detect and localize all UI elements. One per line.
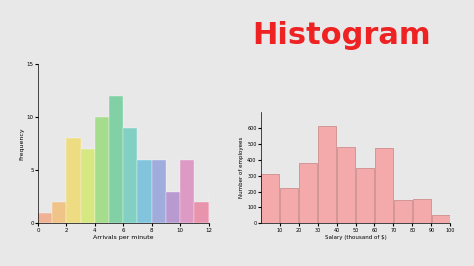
Bar <box>109 96 123 223</box>
Bar <box>209 192 223 223</box>
Bar <box>261 174 279 223</box>
Bar <box>251 213 265 223</box>
Y-axis label: Frequency: Frequency <box>19 127 24 160</box>
Bar <box>66 138 81 223</box>
Text: Histogram: Histogram <box>252 21 430 50</box>
Bar <box>394 200 412 223</box>
Bar <box>223 202 237 223</box>
Y-axis label: Number of employees: Number of employees <box>239 137 245 198</box>
X-axis label: Salary (thousand of $): Salary (thousand of $) <box>325 235 386 240</box>
Bar <box>52 202 66 223</box>
Bar <box>299 163 317 223</box>
Bar <box>95 117 109 223</box>
Bar <box>237 192 251 223</box>
Bar <box>280 213 294 223</box>
Bar <box>375 148 393 223</box>
Bar <box>265 213 280 223</box>
Bar <box>432 215 450 223</box>
Bar <box>152 160 166 223</box>
Bar <box>337 147 355 223</box>
Bar <box>38 213 52 223</box>
Bar <box>123 128 137 223</box>
Bar <box>81 149 95 223</box>
Bar <box>280 188 298 223</box>
Bar <box>356 168 374 223</box>
X-axis label: Arrivals per minute: Arrivals per minute <box>93 235 154 240</box>
Bar <box>194 202 209 223</box>
Bar <box>413 199 431 223</box>
Bar <box>180 160 194 223</box>
Bar <box>137 160 152 223</box>
Bar <box>318 126 336 223</box>
Bar <box>166 192 180 223</box>
